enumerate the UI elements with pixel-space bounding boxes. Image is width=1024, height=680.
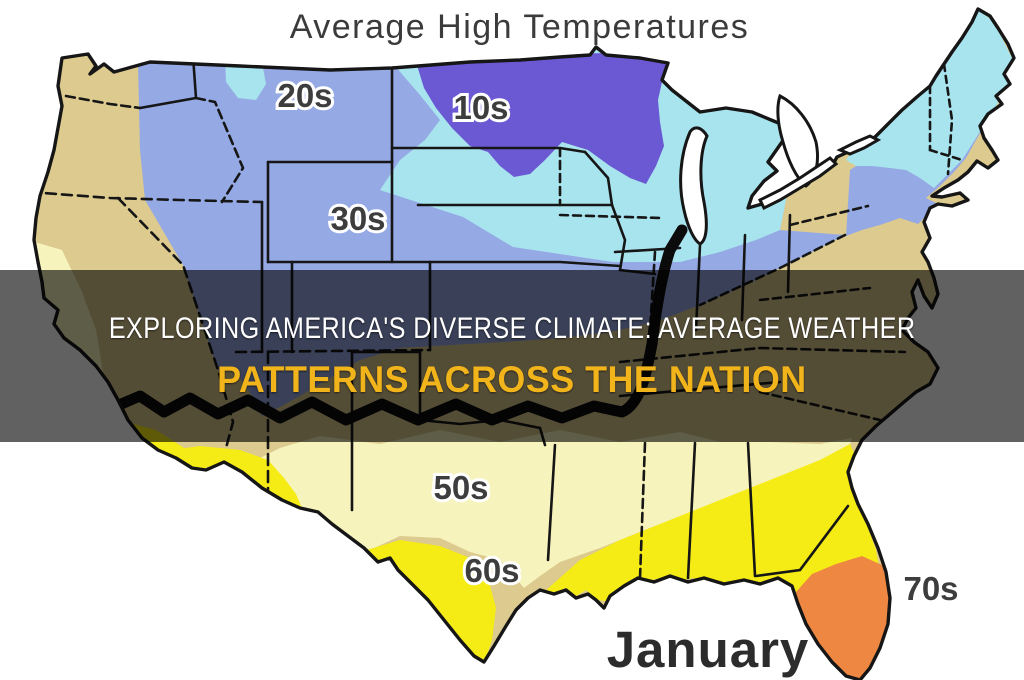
band-20s-montana (225, 58, 266, 100)
label-50s: 50s (433, 469, 488, 506)
band-10s-region (416, 53, 670, 184)
headline-line1: EXPLORING AMERICA'S DIVERSE CLIMATE: AVE… (108, 311, 916, 345)
label-20s: 20s (277, 77, 332, 114)
headline-banner: EXPLORING AMERICA'S DIVERSE CLIMATE: AVE… (0, 270, 1024, 442)
lake-ontario (836, 134, 882, 156)
label-10s: 10s (453, 89, 508, 126)
month-label: January (606, 621, 810, 678)
lake-erie (757, 156, 839, 211)
band-labels: 20s 10s 30s 50s 60s 70s (274, 74, 961, 610)
band-70s-florida (796, 556, 892, 680)
label-30s: 30s (330, 200, 385, 237)
label-70s: 70s (903, 570, 958, 607)
band-60s-gulf (544, 444, 880, 620)
lake-michigan (679, 126, 709, 246)
band-60s-arizona (158, 446, 302, 508)
map-title: Average High Temperatures (289, 8, 750, 46)
label-60s: 60s (464, 552, 519, 589)
great-lakes (679, 93, 882, 246)
band-50s-region (240, 430, 852, 588)
headline-line2: PATTERNS ACROSS THE NATION (217, 358, 807, 400)
